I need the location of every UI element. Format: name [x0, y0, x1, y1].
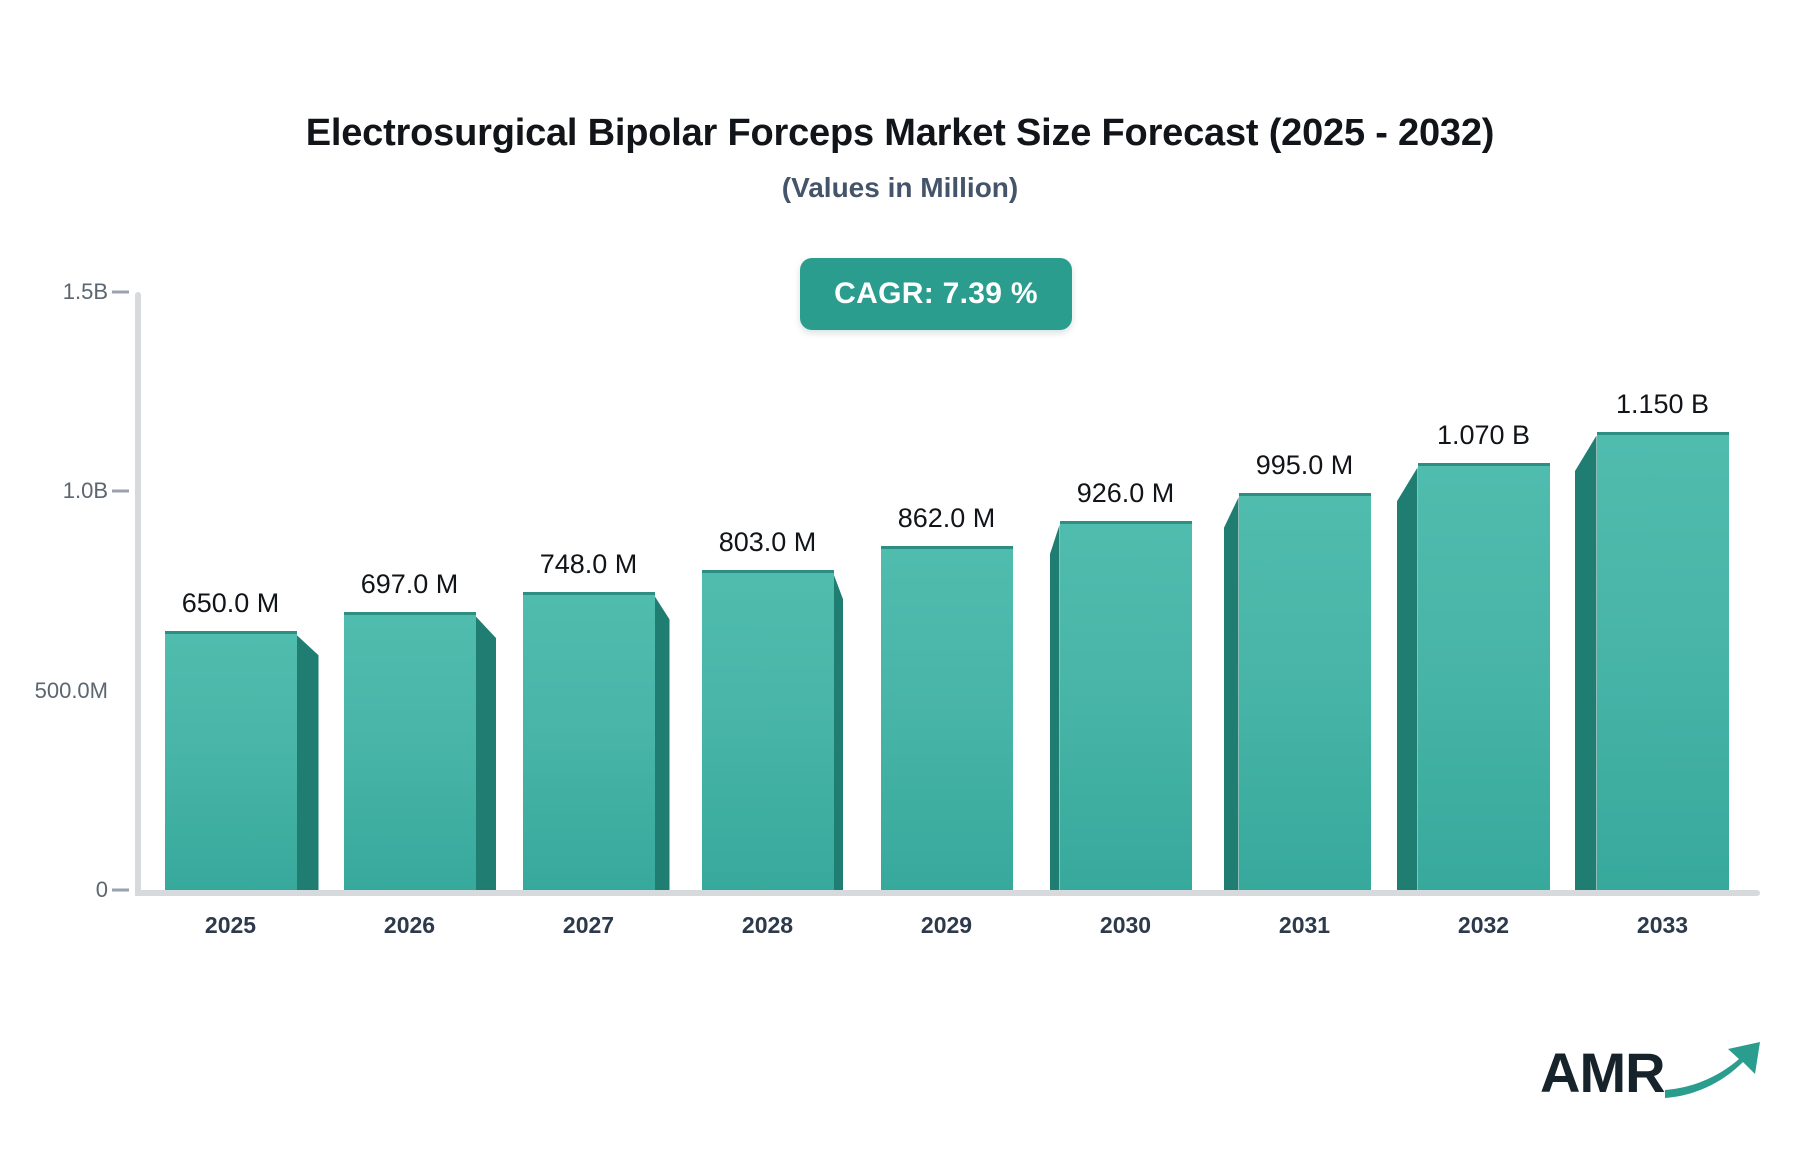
x-axis-tick-label: 2026	[383, 912, 436, 938]
y-axis-tick-label: 500.0M	[34, 677, 108, 703]
x-axis-tick-label: 2029	[920, 912, 973, 938]
chart-title: Electrosurgical Bipolar Forceps Market S…	[305, 112, 1495, 154]
bar-side-face	[833, 573, 843, 890]
bar-front-face	[701, 569, 834, 890]
x-axis-tick-label: 2033	[1636, 912, 1689, 938]
bar-value-label: 748.0 M	[539, 548, 638, 579]
bar-2028[interactable]: 803.0 M	[701, 527, 843, 890]
bar-2027[interactable]: 748.0 M	[522, 549, 670, 890]
bar-side-face	[475, 616, 496, 890]
bar-front-face	[1596, 431, 1729, 890]
bar-value-label: 650.0 M	[181, 587, 280, 618]
bar-front-face	[1059, 520, 1192, 890]
bar-2026[interactable]: 697.0 M	[343, 569, 496, 890]
y-axis-tick-label: 0	[95, 877, 108, 902]
bar-2030[interactable]: 926.0 M	[1050, 478, 1192, 890]
bar-value-label: 1.150 B	[1615, 388, 1710, 419]
bar-front-face	[1417, 463, 1550, 890]
bar-front-face	[164, 630, 297, 890]
x-axis-line	[135, 890, 1760, 896]
y-axis-tick-mark	[112, 489, 129, 493]
bar-value-label: 697.0 M	[360, 569, 459, 600]
chart-subtitle: (Values in Million)	[781, 172, 1019, 203]
y-axis-tick-label: 1.0B	[62, 478, 108, 504]
y-axis-tick-mark	[112, 290, 129, 294]
bar-side-face	[296, 634, 319, 890]
amr-logo: AMR	[1540, 1040, 1779, 1106]
x-axis-tick-label: 2027	[562, 912, 615, 938]
bar-2029[interactable]: 862.0 M	[880, 503, 1013, 890]
bar-value-label: 803.0 M	[718, 526, 817, 557]
bar-side-face	[1397, 467, 1418, 890]
amr-logo-text: AMR	[1540, 1041, 1666, 1104]
cagr-badge-label: CAGR: 7.39 %	[834, 277, 1038, 310]
cagr-badge: CAGR: 7.39 %	[800, 258, 1072, 330]
x-axis-tick-label: 2028	[741, 912, 794, 938]
bar-2033[interactable]: 1.150 B	[1574, 389, 1729, 890]
bar-front-face	[1238, 493, 1371, 890]
bar-side-face	[1574, 435, 1597, 890]
bar-front-face	[343, 612, 476, 890]
x-axis-tick-label: 2031	[1278, 912, 1331, 938]
x-axis-tick-label: 2030	[1099, 912, 1152, 938]
bar-front-face	[522, 591, 655, 890]
bar-2032[interactable]: 1.070 B	[1397, 420, 1550, 890]
bar-front-face	[880, 546, 1013, 890]
bar-value-label: 926.0 M	[1076, 477, 1175, 508]
x-axis-tick-label: 2032	[1457, 912, 1510, 938]
y-axis-tick-mark	[112, 888, 129, 892]
bar-side-face	[1050, 524, 1060, 890]
bar-value-label: 862.0 M	[897, 503, 996, 534]
bar-side-face	[654, 595, 670, 890]
bar-side-face	[1223, 497, 1239, 890]
bar-value-label: 1.070 B	[1436, 420, 1531, 451]
x-axis-tick-label: 2025	[204, 912, 257, 938]
trend-up-arrow-icon	[1664, 1042, 1760, 1098]
bar-2025[interactable]: 650.0 M	[164, 588, 319, 890]
bar-2031[interactable]: 995.0 M	[1223, 450, 1371, 890]
bar-value-label: 995.0 M	[1255, 450, 1354, 481]
y-axis-line	[135, 292, 141, 896]
y-axis-tick-label: 1.5B	[62, 279, 108, 304]
